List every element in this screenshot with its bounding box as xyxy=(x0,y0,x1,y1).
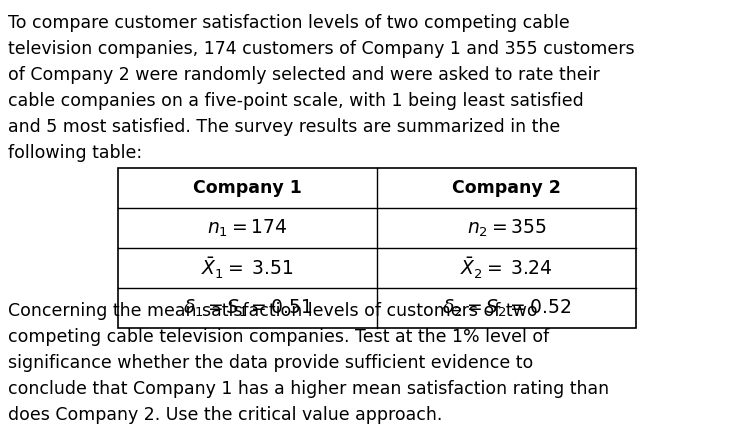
Text: $\bar{X}_1{=}\;3.51$: $\bar{X}_1{=}\;3.51$ xyxy=(201,256,294,280)
Text: competing cable television companies. Test at the 1% level of: competing cable television companies. Te… xyxy=(8,328,549,346)
Text: $\delta_2 = S_2 = 0.52$: $\delta_2 = S_2 = 0.52$ xyxy=(442,297,571,319)
Text: significance whether the data provide sufficient evidence to: significance whether the data provide su… xyxy=(8,354,533,372)
Text: and 5 most satisfied. The survey results are summarized in the: and 5 most satisfied. The survey results… xyxy=(8,118,560,136)
Text: cable companies on a five-point scale, with 1 being least satisfied: cable companies on a five-point scale, w… xyxy=(8,92,584,110)
Text: $\bar{X}_2{=}\;3.24$: $\bar{X}_2{=}\;3.24$ xyxy=(460,256,553,280)
Text: $\delta_1 = S_1 = 0.51$: $\delta_1 = S_1 = 0.51$ xyxy=(183,297,312,319)
Text: does Company 2. Use the critical value approach.: does Company 2. Use the critical value a… xyxy=(8,406,442,424)
Text: To compare customer satisfaction levels of two competing cable: To compare customer satisfaction levels … xyxy=(8,14,570,32)
Text: $n_1 = 174$: $n_1 = 174$ xyxy=(207,218,288,239)
Text: Company 2: Company 2 xyxy=(452,179,561,197)
Text: following table:: following table: xyxy=(8,144,142,162)
Text: $n_2 = 355$: $n_2 = 355$ xyxy=(467,218,547,239)
Text: television companies, 174 customers of Company 1 and 355 customers: television companies, 174 customers of C… xyxy=(8,40,635,58)
Text: Concerning the mean satisfaction levels of customers of two: Concerning the mean satisfaction levels … xyxy=(8,302,538,320)
Text: of Company 2 were randomly selected and were asked to rate their: of Company 2 were randomly selected and … xyxy=(8,66,599,84)
Text: Company 1: Company 1 xyxy=(193,179,302,197)
Text: conclude that Company 1 has a higher mean satisfaction rating than: conclude that Company 1 has a higher mea… xyxy=(8,380,609,398)
Bar xyxy=(118,168,636,328)
